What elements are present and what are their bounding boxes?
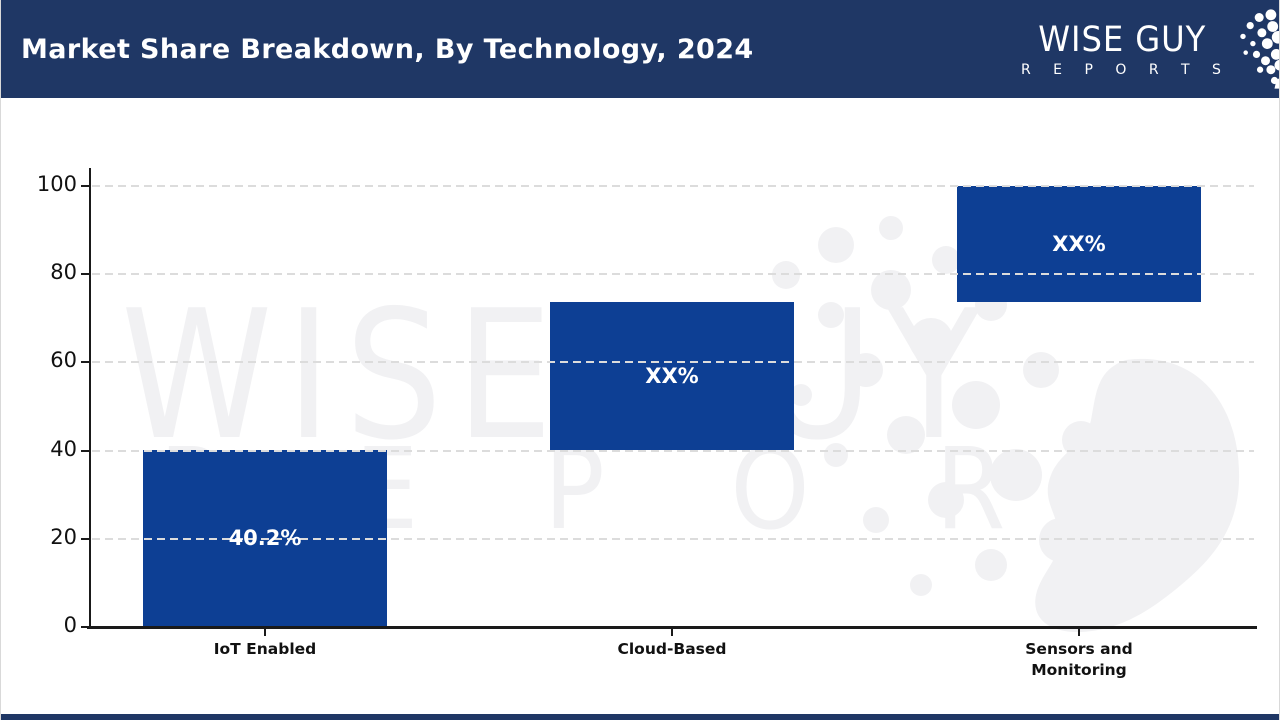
x-tick-mark-0 (264, 629, 266, 636)
bar-value-label-0: 40.2% (228, 526, 302, 551)
x-axis-line (87, 626, 1257, 629)
brand-logo: WISE GUY R E P O R T S (1015, 8, 1279, 90)
footer-accent-bar (1, 714, 1279, 720)
x-category-label-0: IoT Enabled (213, 640, 317, 658)
y-tick-label-60: 60 (50, 348, 77, 373)
y-tick-mark-100 (81, 185, 89, 187)
bar-sensors-and-monitoring (957, 186, 1201, 302)
x-category-label-2: Sensors and Monitoring (1025, 640, 1133, 679)
gridline-60 (92, 361, 1254, 364)
x-category-label-1: Cloud-Based (617, 640, 727, 658)
x-tick-mark-1 (671, 629, 673, 636)
y-tick-label-40: 40 (50, 436, 77, 461)
gridline-80 (92, 273, 1254, 276)
gridline-40 (92, 449, 1254, 452)
x-tick-mark-2 (1078, 629, 1080, 636)
y-axis-line (89, 168, 91, 628)
brand-logo-text: WISE GUY R E P O R T S (1015, 20, 1230, 78)
page-title: Market Share Breakdown, By Technology, 2… (21, 33, 754, 65)
y-tick-mark-40 (81, 449, 89, 452)
bar-value-label-2: XX% (1052, 231, 1106, 256)
brand-logo-wiseguy: WISE GUY (1038, 20, 1207, 60)
y-tick-mark-80 (81, 273, 89, 276)
header-band: Market Share Breakdown, By Technology, 2… (1, 0, 1279, 98)
y-tick-label-80: 80 (50, 260, 77, 285)
y-tick-label-20: 20 (50, 524, 77, 549)
gridline-20 (92, 537, 1254, 540)
y-tick-mark-20 (81, 537, 89, 540)
bar-value-label-1: XX% (645, 363, 699, 388)
y-tick-label-0: 0 (63, 613, 77, 637)
gridline-100 (92, 185, 1254, 187)
y-tick-mark-0 (81, 626, 89, 628)
brand-head-icon (1240, 9, 1279, 89)
bar-cloud-based (550, 301, 794, 450)
y-tick-label-100: 100 (36, 172, 77, 196)
y-tick-mark-60 (81, 361, 89, 364)
brand-logo-reports: R E P O R T S (1021, 62, 1230, 78)
